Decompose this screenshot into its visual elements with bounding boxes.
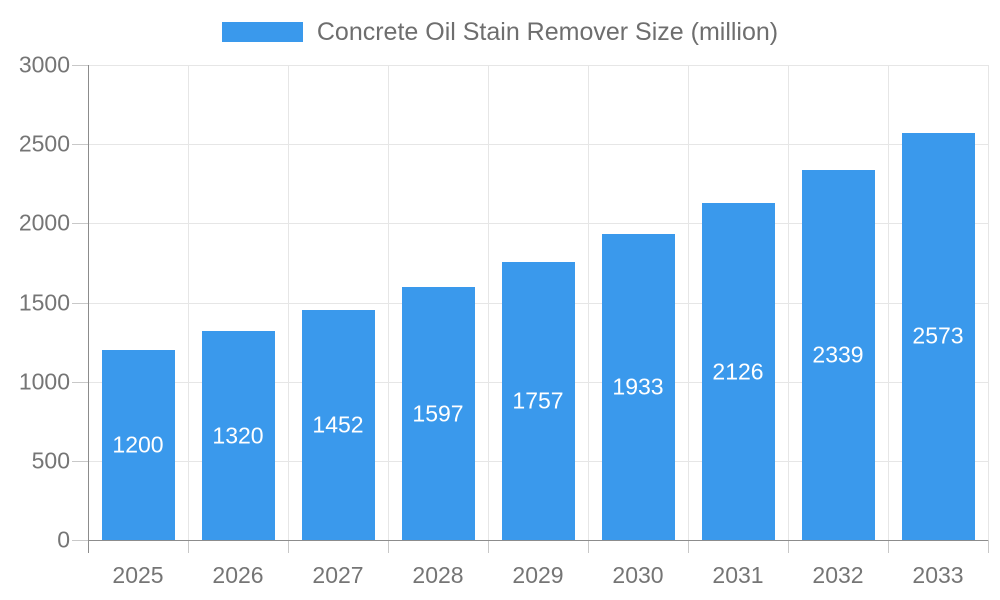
x-axis-line <box>88 540 988 541</box>
bar[interactable]: 1452 <box>301 310 375 540</box>
y-gridline <box>88 65 988 66</box>
x-gridline <box>388 65 389 540</box>
y-axis-tick <box>72 302 88 304</box>
bar[interactable]: 1757 <box>501 261 575 540</box>
x-axis-tick <box>588 540 589 553</box>
x-axis-label: 2028 <box>412 562 464 588</box>
bar[interactable]: 1597 <box>401 287 475 540</box>
bar-value-label: 1933 <box>612 373 664 400</box>
x-gridline <box>988 65 989 540</box>
x-axis-label: 2027 <box>312 562 364 588</box>
y-axis-tick <box>72 65 88 66</box>
x-gridline <box>788 65 789 540</box>
y-gridline <box>88 144 988 146</box>
x-axis-label: 2029 <box>512 562 564 588</box>
bar-value-label: 2573 <box>912 322 964 349</box>
legend-swatch <box>221 22 303 42</box>
bar[interactable]: 2339 <box>801 169 875 540</box>
bar-value-label: 1200 <box>112 431 164 458</box>
legend-item[interactable]: Concrete Oil Stain Remover Size (million… <box>221 17 779 47</box>
bar-value-label: 2126 <box>712 358 764 385</box>
x-gridline <box>888 65 889 540</box>
y-axis-label: 0 <box>57 526 70 553</box>
bar[interactable]: 1933 <box>601 233 675 540</box>
x-axis-tick <box>688 540 689 553</box>
x-gridline <box>688 65 689 540</box>
x-axis-tick <box>488 540 489 553</box>
x-gridline <box>488 65 489 540</box>
y-axis-label: 2000 <box>18 209 70 236</box>
x-axis-tick <box>388 540 389 553</box>
x-axis-tick <box>988 540 989 553</box>
x-gridline <box>188 65 189 540</box>
y-axis-tick <box>72 460 88 462</box>
x-axis-label: 2033 <box>912 562 964 588</box>
y-axis-tick <box>72 223 88 225</box>
y-axis-tick <box>72 144 88 146</box>
y-gridline <box>88 223 988 225</box>
y-axis-label: 2500 <box>18 130 70 157</box>
bar-value-label: 1452 <box>312 411 364 438</box>
y-axis-line <box>88 65 89 553</box>
bar[interactable]: 1200 <box>101 350 175 540</box>
legend: Concrete Oil Stain Remover Size (million… <box>0 18 1000 46</box>
x-axis-tick <box>188 540 189 553</box>
legend-label: Concrete Oil Stain Remover Size (million… <box>316 17 779 46</box>
y-axis-label: 1000 <box>18 368 70 395</box>
y-axis-label: 1500 <box>18 289 70 315</box>
bar-value-label: 1597 <box>412 400 464 427</box>
bar[interactable]: 2126 <box>701 203 775 540</box>
x-axis-tick <box>788 540 789 553</box>
y-axis-label: 500 <box>31 447 70 474</box>
x-axis-tick <box>888 540 889 553</box>
x-axis-label: 2032 <box>812 562 864 588</box>
x-axis-label: 2026 <box>212 562 264 588</box>
bar-value-label: 2339 <box>812 341 864 368</box>
bar[interactable]: 1320 <box>201 331 275 540</box>
x-axis-label: 2025 <box>112 562 164 588</box>
x-gridline <box>288 65 289 540</box>
bar[interactable]: 2573 <box>901 132 975 540</box>
x-axis-label: 2031 <box>712 562 764 588</box>
y-axis-label: 3000 <box>18 51 70 78</box>
y-axis-tick <box>72 381 88 383</box>
x-axis-label: 2030 <box>612 562 664 588</box>
x-gridline <box>588 65 589 540</box>
bar-value-label: 1320 <box>212 422 264 448</box>
bar-value-label: 1757 <box>512 387 564 414</box>
x-axis-tick <box>288 540 289 553</box>
y-axis-tick <box>72 540 88 541</box>
